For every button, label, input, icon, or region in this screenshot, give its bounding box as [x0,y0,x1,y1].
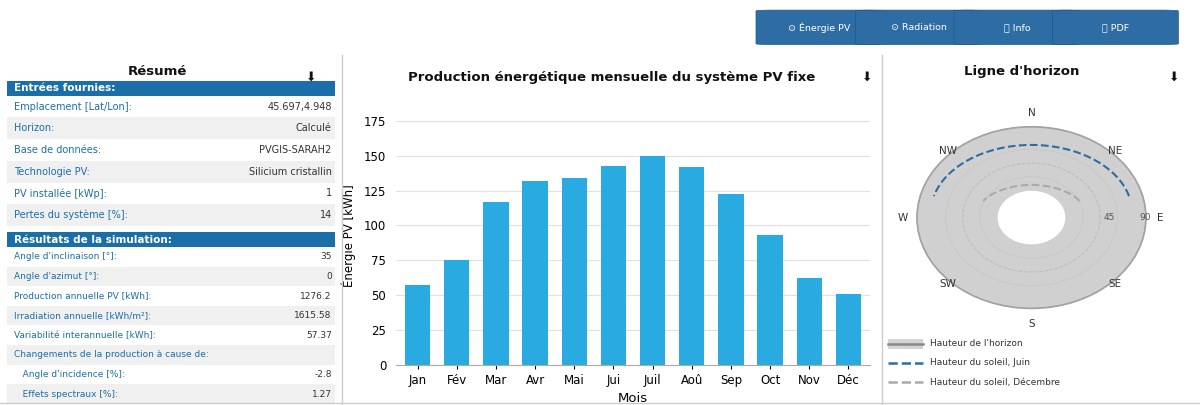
Text: Hauteur du soleil, Juin: Hauteur du soleil, Juin [930,358,1030,367]
FancyBboxPatch shape [7,326,335,345]
FancyBboxPatch shape [7,306,335,326]
Text: W: W [898,213,907,223]
Text: Emplacement [Lat/Lon]:: Emplacement [Lat/Lon]: [13,102,132,111]
Text: Base de données:: Base de données: [13,145,101,155]
FancyBboxPatch shape [7,204,335,226]
Text: Angle d'inclinaison [°]:: Angle d'inclinaison [°]: [13,252,116,261]
FancyBboxPatch shape [7,247,335,266]
Bar [835,294,862,364]
Text: Changements de la production à cause de:: Changements de la production à cause de: [13,350,209,359]
Text: 35: 35 [320,252,331,261]
Text: 1: 1 [325,188,331,198]
Bar [522,181,547,364]
Text: 1.27: 1.27 [312,390,331,399]
FancyBboxPatch shape [7,183,335,204]
Text: -2.8: -2.8 [314,370,331,379]
Text: N: N [1027,108,1036,118]
X-axis label: Mois: Mois [618,392,648,405]
Bar [797,278,822,364]
Bar [719,194,744,364]
Text: 45: 45 [1103,213,1115,222]
Y-axis label: Énergie PV [kWh]: Énergie PV [kWh] [341,185,355,287]
Ellipse shape [997,190,1066,245]
Text: 45.697,4.948: 45.697,4.948 [268,102,331,111]
Text: Pertes du système [%]:: Pertes du système [%]: [13,210,127,220]
Text: SE: SE [1109,279,1122,289]
FancyBboxPatch shape [7,161,335,183]
FancyBboxPatch shape [954,10,1080,45]
FancyBboxPatch shape [7,81,335,96]
FancyBboxPatch shape [7,384,335,404]
Text: ⬇: ⬇ [306,70,317,83]
Text: E: E [1157,213,1164,223]
Text: Technologie PV:: Technologie PV: [13,167,90,177]
FancyBboxPatch shape [7,117,335,139]
Text: Irradiation annuelle [kWh/m²]:: Irradiation annuelle [kWh/m²]: [13,311,151,320]
FancyBboxPatch shape [7,286,335,306]
FancyBboxPatch shape [856,10,982,45]
Bar [404,285,431,364]
Text: ⎙ PDF: ⎙ PDF [1102,23,1129,32]
Bar [679,167,704,364]
Text: NW: NW [938,146,956,156]
FancyBboxPatch shape [7,345,335,365]
Text: SW: SW [940,279,956,289]
Bar [484,202,509,364]
Text: 0: 0 [326,272,331,281]
Text: Angle d'incidence [%]:: Angle d'incidence [%]: [13,370,125,379]
Text: ⊙ Radiation: ⊙ Radiation [890,23,947,32]
Bar [601,166,626,364]
FancyBboxPatch shape [1052,10,1178,45]
Text: ⬇: ⬇ [1169,70,1180,83]
Text: Production annuelle PV [kWh]:: Production annuelle PV [kWh]: [13,292,151,301]
FancyBboxPatch shape [7,365,335,384]
Bar [562,178,587,364]
Bar [640,156,665,364]
Text: Silicium cristallin: Silicium cristallin [248,167,331,177]
Text: Horizon:: Horizon: [13,123,54,133]
FancyBboxPatch shape [7,266,335,286]
FancyBboxPatch shape [888,339,923,349]
Text: 90: 90 [1140,213,1151,222]
Text: Ligne d'horizon: Ligne d'horizon [965,65,1080,78]
Text: PV installée [kWp]:: PV installée [kWp]: [13,188,107,199]
Bar [757,235,782,364]
FancyBboxPatch shape [7,404,335,405]
Text: 57.37: 57.37 [306,331,331,340]
FancyBboxPatch shape [7,232,335,247]
Text: Calculé: Calculé [296,123,331,133]
Text: Effets spectraux [%]:: Effets spectraux [%]: [13,390,118,399]
FancyBboxPatch shape [7,139,335,161]
Text: Résumé: Résumé [127,65,187,78]
FancyBboxPatch shape [7,96,335,117]
Text: 1615.58: 1615.58 [294,311,331,320]
Text: NE: NE [1108,146,1122,156]
Ellipse shape [917,127,1146,308]
Text: 1276.2: 1276.2 [300,292,331,301]
Text: PVGIS-SARAH2: PVGIS-SARAH2 [259,145,331,155]
Bar [444,260,469,364]
Text: Hauteur du soleil, Décembre: Hauteur du soleil, Décembre [930,378,1060,387]
Text: Variabilité interannuelle [kWh]:: Variabilité interannuelle [kWh]: [13,331,156,340]
Text: Résultats de la simulation:: Résultats de la simulation: [13,234,172,245]
Text: Entrées fournies:: Entrées fournies: [13,83,115,93]
FancyBboxPatch shape [756,10,882,45]
Text: ⬇: ⬇ [863,71,872,84]
Text: Angle d'azimut [°]:: Angle d'azimut [°]: [13,272,98,281]
Text: Hauteur de l'horizon: Hauteur de l'horizon [930,339,1022,348]
Text: ⊙ Énergie PV: ⊙ Énergie PV [788,22,850,32]
Text: PERFORMANCE DU SYSTÈME PV COUPLÉ AU RÉSEAU: RÉSULTATS: PERFORMANCE DU SYSTÈME PV COUPLÉ AU RÉSE… [178,20,710,35]
Text: S: S [1028,319,1034,329]
Text: 14: 14 [319,210,331,220]
Text: Production énergétique mensuelle du système PV fixe: Production énergétique mensuelle du syst… [408,71,816,84]
Text: ⓘ Info: ⓘ Info [1003,23,1031,32]
